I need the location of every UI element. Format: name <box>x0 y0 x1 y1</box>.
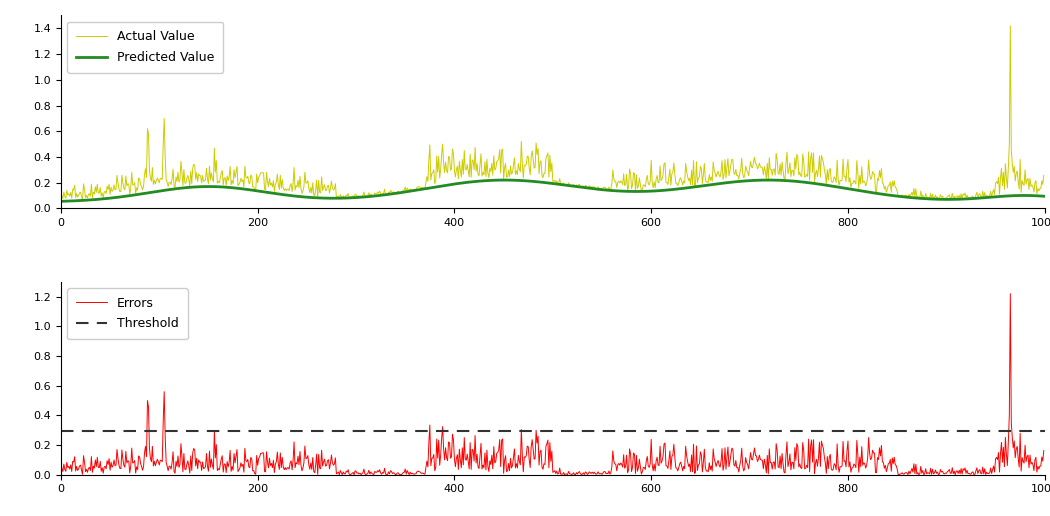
Errors <box>822 465 835 472</box>
Actual Value <box>453 158 465 164</box>
Threshold <box>56 428 68 434</box>
Errors <box>453 446 465 452</box>
Predicted Value <box>840 185 853 191</box>
Line: Predicted Value: Predicted Value <box>61 180 1044 201</box>
Errors <box>488 460 501 466</box>
Errors <box>1004 291 1016 297</box>
Errors <box>1037 447 1050 454</box>
Predicted Value <box>487 177 500 183</box>
Predicted Value <box>1037 193 1050 199</box>
Errors <box>840 464 853 470</box>
Line: Actual Value: Actual Value <box>61 26 1044 200</box>
Legend: Actual Value, Predicted Value: Actual Value, Predicted Value <box>67 22 224 73</box>
Legend: Errors, Threshold: Errors, Threshold <box>67 288 188 339</box>
Actual Value <box>1004 23 1016 29</box>
Actual Value <box>731 172 743 179</box>
Actual Value <box>77 197 89 203</box>
Errors <box>731 464 743 471</box>
Line: Errors: Errors <box>61 294 1044 475</box>
Actual Value <box>156 176 169 183</box>
Actual Value <box>488 167 501 173</box>
Actual Value <box>1037 172 1050 179</box>
Actual Value <box>840 179 853 185</box>
Predicted Value <box>822 182 835 188</box>
Predicted Value <box>155 188 168 194</box>
Threshold <box>55 428 67 434</box>
Errors <box>55 461 67 467</box>
Predicted Value <box>731 179 743 185</box>
Predicted Value <box>453 181 465 187</box>
Predicted Value <box>55 198 67 204</box>
Actual Value <box>822 177 835 183</box>
Predicted Value <box>499 177 511 183</box>
Errors <box>155 457 168 463</box>
Errors <box>348 472 360 478</box>
Actual Value <box>55 189 67 196</box>
